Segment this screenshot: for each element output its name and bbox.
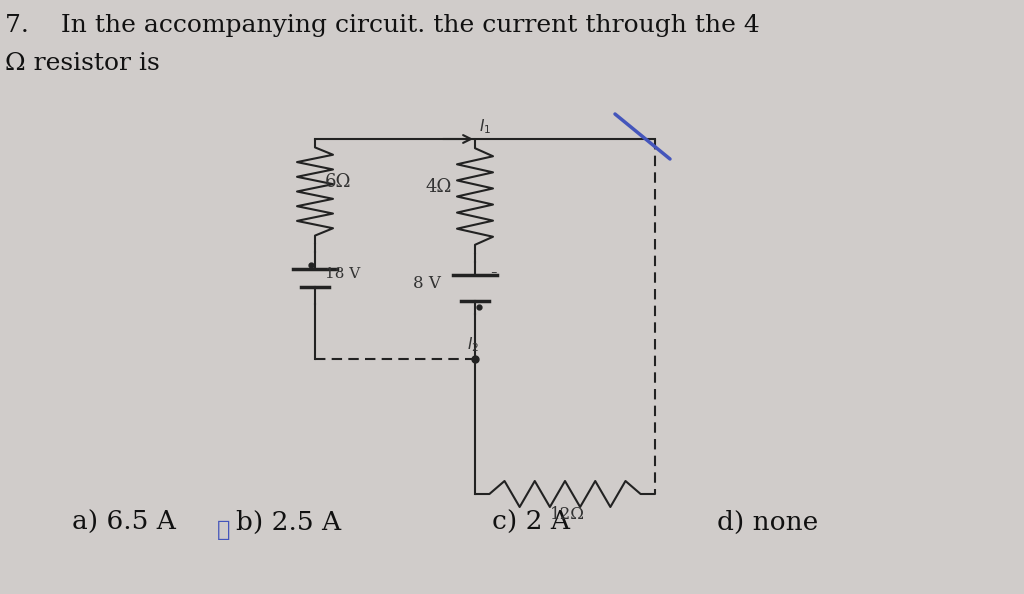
Text: 12Ω: 12Ω <box>550 506 585 523</box>
Text: 4Ω: 4Ω <box>425 178 452 195</box>
Text: $I_2$: $I_2$ <box>467 335 479 353</box>
Text: Ω resistor is: Ω resistor is <box>5 52 160 75</box>
Text: 7.    In the accompanying circuit. the current through the 4: 7. In the accompanying circuit. the curr… <box>5 14 760 37</box>
Text: ✓: ✓ <box>217 519 230 541</box>
Text: $I_1$: $I_1$ <box>479 117 492 135</box>
Text: 8 V: 8 V <box>413 275 441 292</box>
Text: a) 6.5 A: a) 6.5 A <box>72 510 175 535</box>
Text: d) none: d) none <box>717 510 818 535</box>
Text: 18 V: 18 V <box>325 267 360 281</box>
Text: -: - <box>490 264 497 282</box>
Text: b) 2.5 A: b) 2.5 A <box>236 510 341 535</box>
Text: c) 2 A: c) 2 A <box>492 510 569 535</box>
Text: 6Ω: 6Ω <box>325 172 351 191</box>
